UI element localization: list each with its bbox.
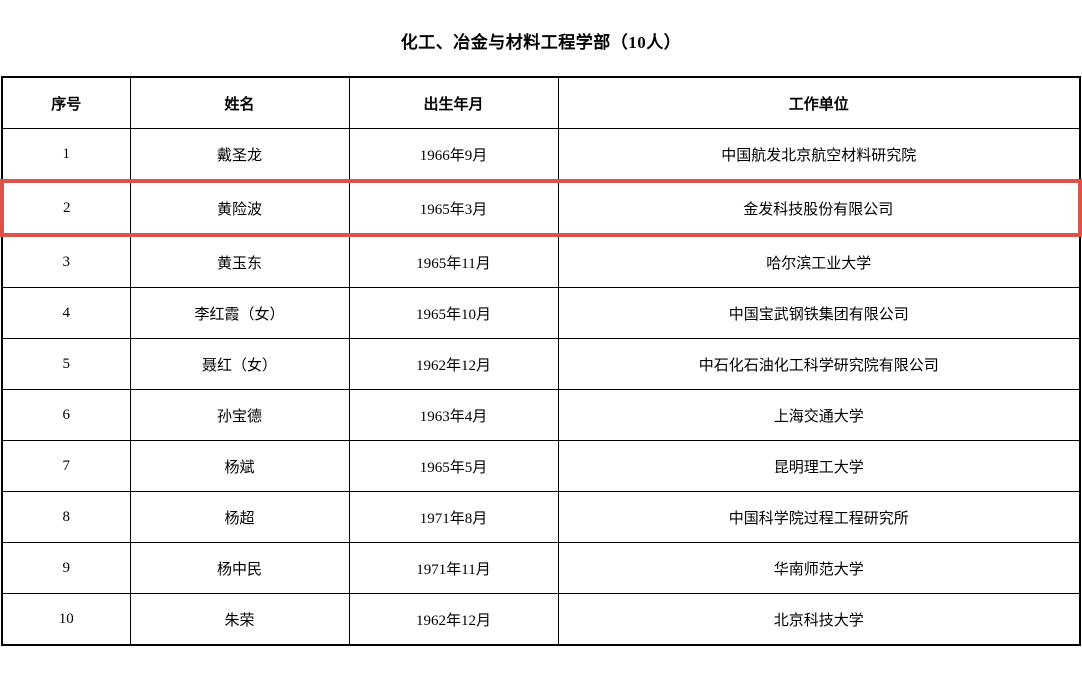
table-row: 5 聂红（女） 1962年12月 中石化石油化工科学研究院有限公司 <box>1 338 1081 390</box>
cell-serial-number: 10 <box>1 593 131 646</box>
column-header-no: 序号 <box>1 76 131 129</box>
table-header-row: 序号 姓名 出生年月 工作单位 <box>1 76 1081 129</box>
cell-name: 聂红（女） <box>129 338 350 390</box>
table-row: 6 孙宝德 1963年4月 上海交通大学 <box>1 389 1081 441</box>
table-row: 3 黄玉东 1965年11月 哈尔滨工业大学 <box>1 234 1081 288</box>
cell-name: 戴圣龙 <box>129 128 350 182</box>
cell-serial-number: 1 <box>1 128 131 182</box>
cell-birth-date: 1963年4月 <box>348 389 559 441</box>
cell-birth-date: 1965年11月 <box>348 234 559 288</box>
cell-birth-date: 1965年5月 <box>348 440 559 492</box>
cell-name: 杨中民 <box>129 542 350 594</box>
cell-name: 李红霞（女） <box>129 287 350 339</box>
cell-name: 杨斌 <box>129 440 350 492</box>
cell-serial-number: 6 <box>1 389 131 441</box>
cell-birth-date: 1965年10月 <box>348 287 559 339</box>
table-row: 4 李红霞（女） 1965年10月 中国宝武钢铁集团有限公司 <box>1 287 1081 339</box>
cell-work-unit: 中国科学院过程工程研究所 <box>557 491 1081 543</box>
table-row: 8 杨超 1971年8月 中国科学院过程工程研究所 <box>1 491 1081 543</box>
document-page: 化工、冶金与材料工程学部（10人） 序号 姓名 出生年月 工作单位 1 戴圣龙 … <box>0 33 1082 646</box>
cell-birth-date: 1962年12月 <box>348 338 559 390</box>
cell-birth-date: 1965年3月 <box>348 179 559 237</box>
cell-name: 朱荣 <box>129 593 350 646</box>
cell-work-unit: 金发科技股份有限公司 <box>557 179 1082 237</box>
cell-work-unit: 北京科技大学 <box>557 593 1081 646</box>
cell-work-unit: 昆明理工大学 <box>557 440 1081 492</box>
cell-work-unit: 中国宝武钢铁集团有限公司 <box>557 287 1081 339</box>
column-header-birth: 出生年月 <box>348 76 559 129</box>
cell-name: 黄险波 <box>129 179 350 237</box>
cell-birth-date: 1971年8月 <box>348 491 559 543</box>
cell-work-unit: 中国航发北京航空材料研究院 <box>557 128 1081 182</box>
cell-work-unit: 华南师范大学 <box>557 542 1081 594</box>
column-header-org: 工作单位 <box>557 76 1081 129</box>
cell-serial-number: 9 <box>1 542 131 594</box>
table-row-highlighted: 2 黄险波 1965年3月 金发科技股份有限公司 <box>0 179 1082 237</box>
cell-work-unit: 中石化石油化工科学研究院有限公司 <box>557 338 1081 390</box>
cell-birth-date: 1966年9月 <box>348 128 559 182</box>
cell-work-unit: 哈尔滨工业大学 <box>557 234 1081 288</box>
column-header-name: 姓名 <box>129 76 350 129</box>
cell-name: 孙宝德 <box>129 389 350 441</box>
members-table: 序号 姓名 出生年月 工作单位 1 戴圣龙 1966年9月 中国航发北京航空材料… <box>0 76 1082 646</box>
cell-serial-number: 4 <box>1 287 131 339</box>
page-title: 化工、冶金与材料工程学部（10人） <box>400 33 682 52</box>
cell-serial-number: 5 <box>1 338 131 390</box>
cell-serial-number: 3 <box>1 234 131 288</box>
table-row: 9 杨中民 1971年11月 华南师范大学 <box>1 542 1081 594</box>
cell-name: 杨超 <box>129 491 350 543</box>
cell-name: 黄玉东 <box>129 234 350 288</box>
table-body: 1 戴圣龙 1966年9月 中国航发北京航空材料研究院 2 黄险波 1965年3… <box>0 128 1082 646</box>
cell-serial-number: 7 <box>1 440 131 492</box>
cell-serial-number: 8 <box>1 491 131 543</box>
cell-work-unit: 上海交通大学 <box>557 389 1081 441</box>
table-row: 7 杨斌 1965年5月 昆明理工大学 <box>1 440 1081 492</box>
table-row: 10 朱荣 1962年12月 北京科技大学 <box>1 593 1081 646</box>
table-row: 1 戴圣龙 1966年9月 中国航发北京航空材料研究院 <box>1 128 1081 182</box>
cell-birth-date: 1962年12月 <box>348 593 559 646</box>
cell-birth-date: 1971年11月 <box>348 542 559 594</box>
cell-serial-number: 2 <box>0 179 131 237</box>
